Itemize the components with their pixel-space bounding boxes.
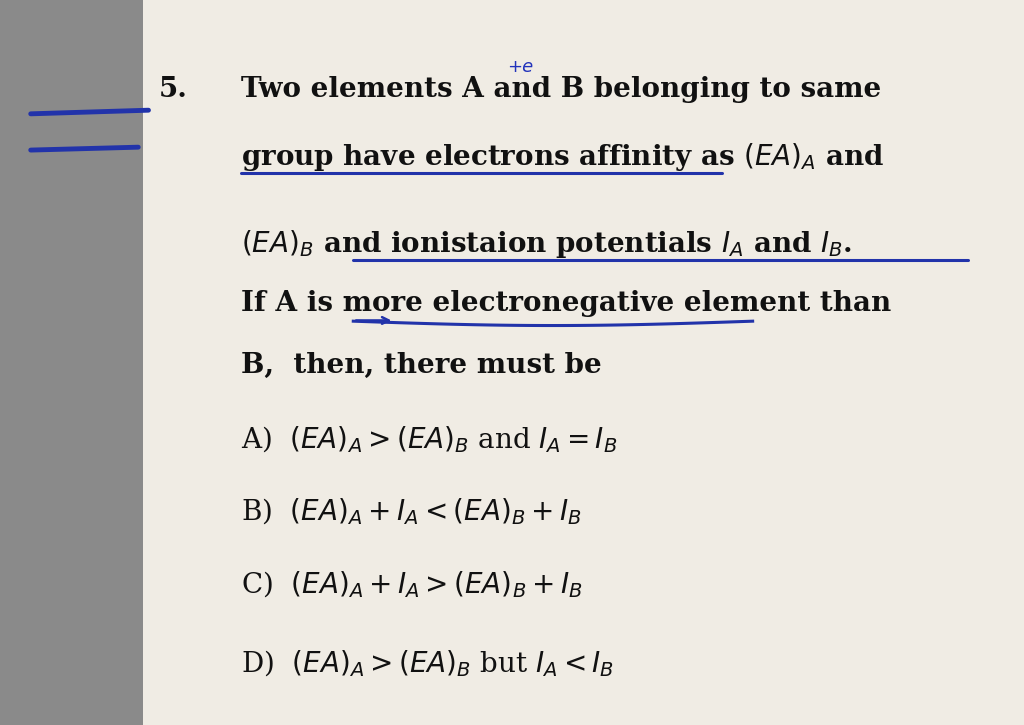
Text: B,  then, there must be: B, then, there must be: [241, 352, 601, 378]
Text: $(EA)_B$ and ionistaion potentials $I_A$ and $I_B$.: $(EA)_B$ and ionistaion potentials $I_A$…: [241, 228, 852, 260]
Text: +e: +e: [507, 58, 534, 76]
Text: C)  $(EA)_A+I_A>(EA)_B+I_B$: C) $(EA)_A+I_A>(EA)_B+I_B$: [241, 569, 583, 600]
Text: B)  $(EA)_A+I_A<(EA)_B+I_B$: B) $(EA)_A+I_A<(EA)_B+I_B$: [241, 497, 582, 527]
Text: group have electrons affinity as $(EA)_A$ and: group have electrons affinity as $(EA)_A…: [241, 141, 885, 173]
Polygon shape: [143, 0, 1024, 725]
Text: Two elements A and B belonging to same: Two elements A and B belonging to same: [241, 76, 881, 103]
Text: 5.: 5.: [159, 76, 187, 103]
Text: A)  $(EA)_A>(EA)_B$ and $I_A=I_B$: A) $(EA)_A>(EA)_B$ and $I_A=I_B$: [241, 424, 617, 455]
Text: If A is more electronegative element than: If A is more electronegative element tha…: [241, 290, 891, 317]
Polygon shape: [0, 0, 143, 725]
Text: D)  $(EA)_A>(EA)_B$ but $I_A<I_B$: D) $(EA)_A>(EA)_B$ but $I_A<I_B$: [241, 649, 613, 679]
